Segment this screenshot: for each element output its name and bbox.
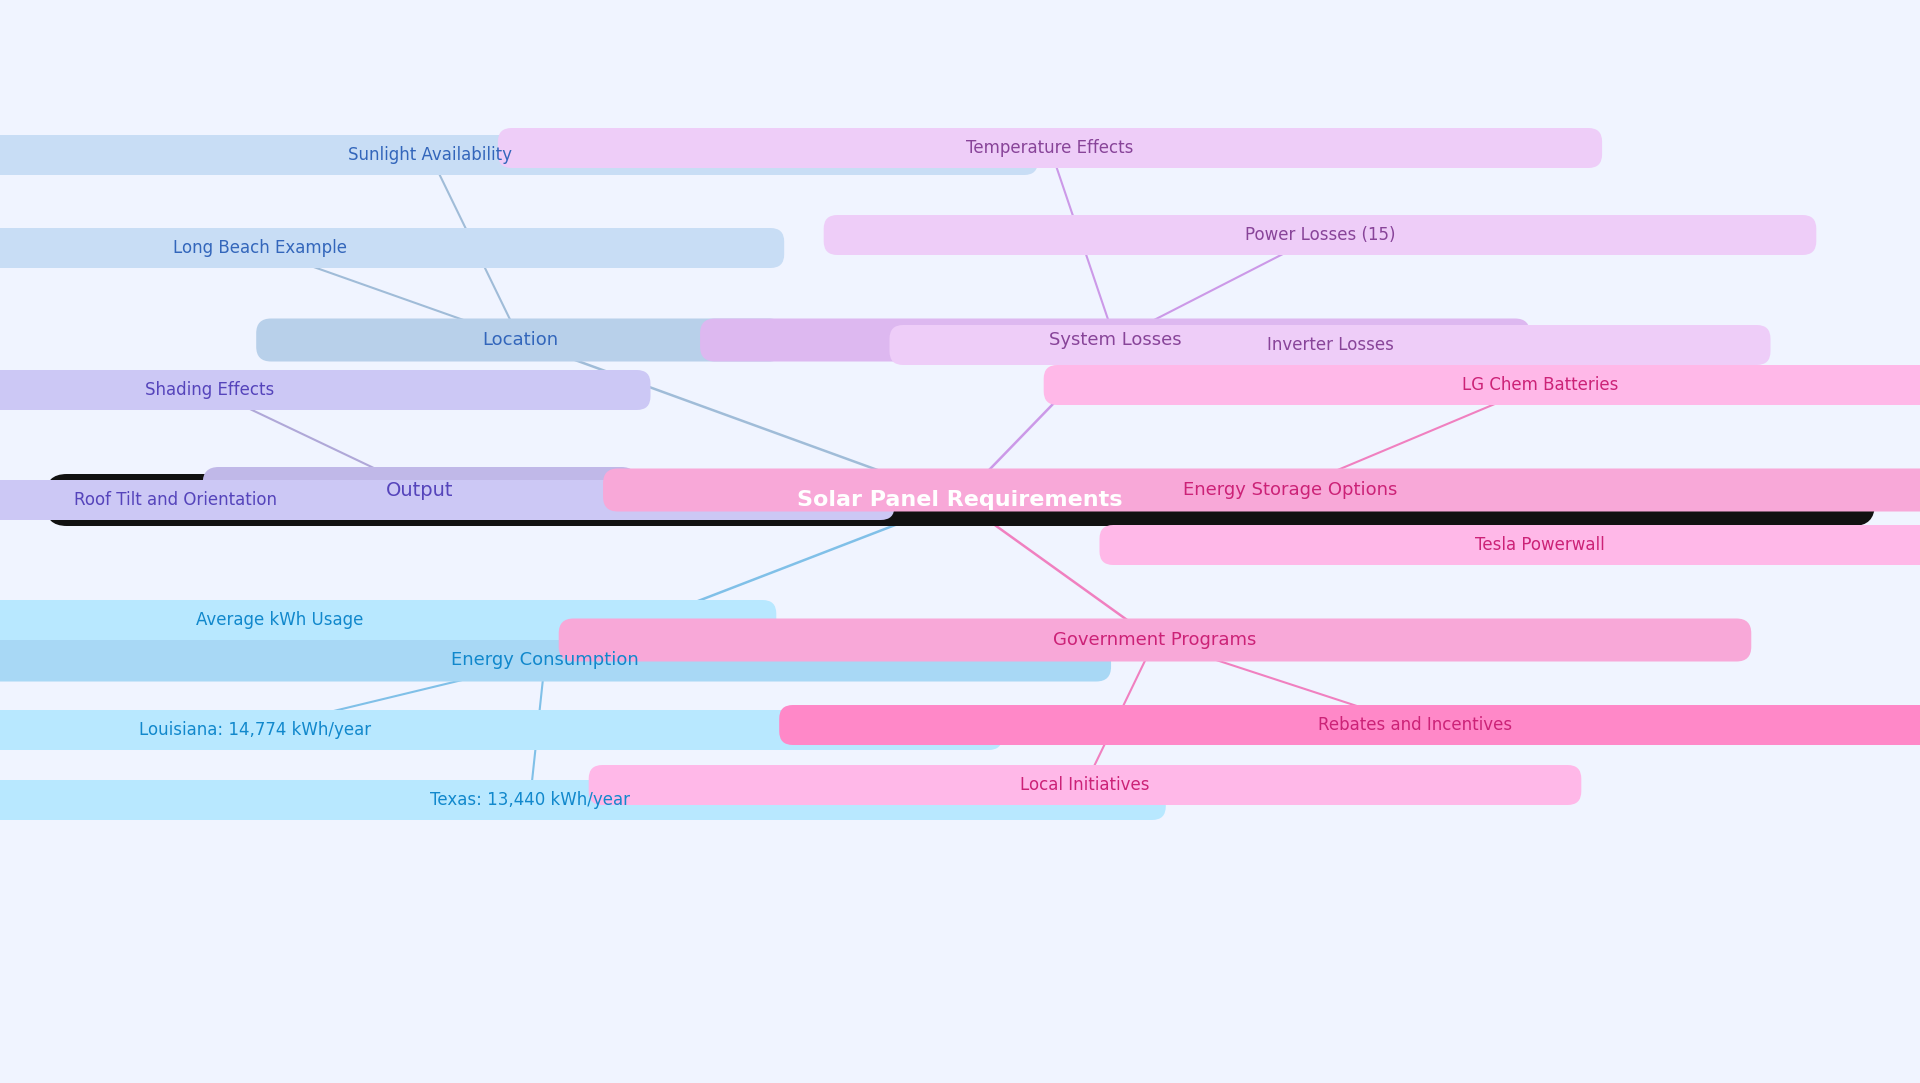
Text: Local Initiatives: Local Initiatives xyxy=(1020,777,1150,794)
Text: Location: Location xyxy=(482,331,559,349)
FancyBboxPatch shape xyxy=(0,135,1039,175)
Text: Temperature Effects: Temperature Effects xyxy=(966,139,1133,157)
Text: Long Beach Example: Long Beach Example xyxy=(173,239,348,257)
Text: Average kWh Usage: Average kWh Usage xyxy=(196,611,363,629)
Text: Shading Effects: Shading Effects xyxy=(146,381,275,399)
Text: Sunlight Availability: Sunlight Availability xyxy=(348,146,513,164)
FancyBboxPatch shape xyxy=(46,474,1874,526)
FancyBboxPatch shape xyxy=(0,600,776,640)
Text: Tesla Powerwall: Tesla Powerwall xyxy=(1475,536,1605,554)
FancyBboxPatch shape xyxy=(1100,525,1920,565)
FancyBboxPatch shape xyxy=(824,216,1816,255)
FancyBboxPatch shape xyxy=(1044,365,1920,405)
FancyBboxPatch shape xyxy=(0,780,1165,820)
Text: System Losses: System Losses xyxy=(1048,331,1181,349)
FancyBboxPatch shape xyxy=(0,370,651,410)
FancyBboxPatch shape xyxy=(589,765,1582,805)
FancyBboxPatch shape xyxy=(0,639,1112,681)
FancyBboxPatch shape xyxy=(559,618,1751,662)
FancyBboxPatch shape xyxy=(255,318,783,362)
FancyBboxPatch shape xyxy=(701,318,1530,362)
FancyBboxPatch shape xyxy=(497,128,1601,168)
FancyBboxPatch shape xyxy=(204,467,637,513)
FancyBboxPatch shape xyxy=(603,469,1920,511)
Text: Roof Tilt and Orientation: Roof Tilt and Orientation xyxy=(73,491,276,509)
Text: Texas: 13,440 kWh/year: Texas: 13,440 kWh/year xyxy=(430,791,630,809)
Text: Energy Consumption: Energy Consumption xyxy=(451,651,639,669)
Text: Solar Panel Requirements: Solar Panel Requirements xyxy=(797,490,1123,510)
Text: Inverter Losses: Inverter Losses xyxy=(1267,336,1394,354)
FancyBboxPatch shape xyxy=(0,710,1002,751)
Text: Rebates and Incentives: Rebates and Incentives xyxy=(1317,716,1513,734)
Text: Power Losses (15): Power Losses (15) xyxy=(1244,226,1396,244)
FancyBboxPatch shape xyxy=(0,229,783,268)
Text: Government Programs: Government Programs xyxy=(1054,631,1258,649)
FancyBboxPatch shape xyxy=(780,705,1920,745)
Text: Louisiana: 14,774 kWh/year: Louisiana: 14,774 kWh/year xyxy=(138,721,371,739)
Text: LG Chem Batteries: LG Chem Batteries xyxy=(1461,376,1619,394)
FancyBboxPatch shape xyxy=(889,325,1770,365)
FancyBboxPatch shape xyxy=(0,480,895,520)
Text: Energy Storage Options: Energy Storage Options xyxy=(1183,481,1398,499)
Text: Output: Output xyxy=(386,481,453,499)
